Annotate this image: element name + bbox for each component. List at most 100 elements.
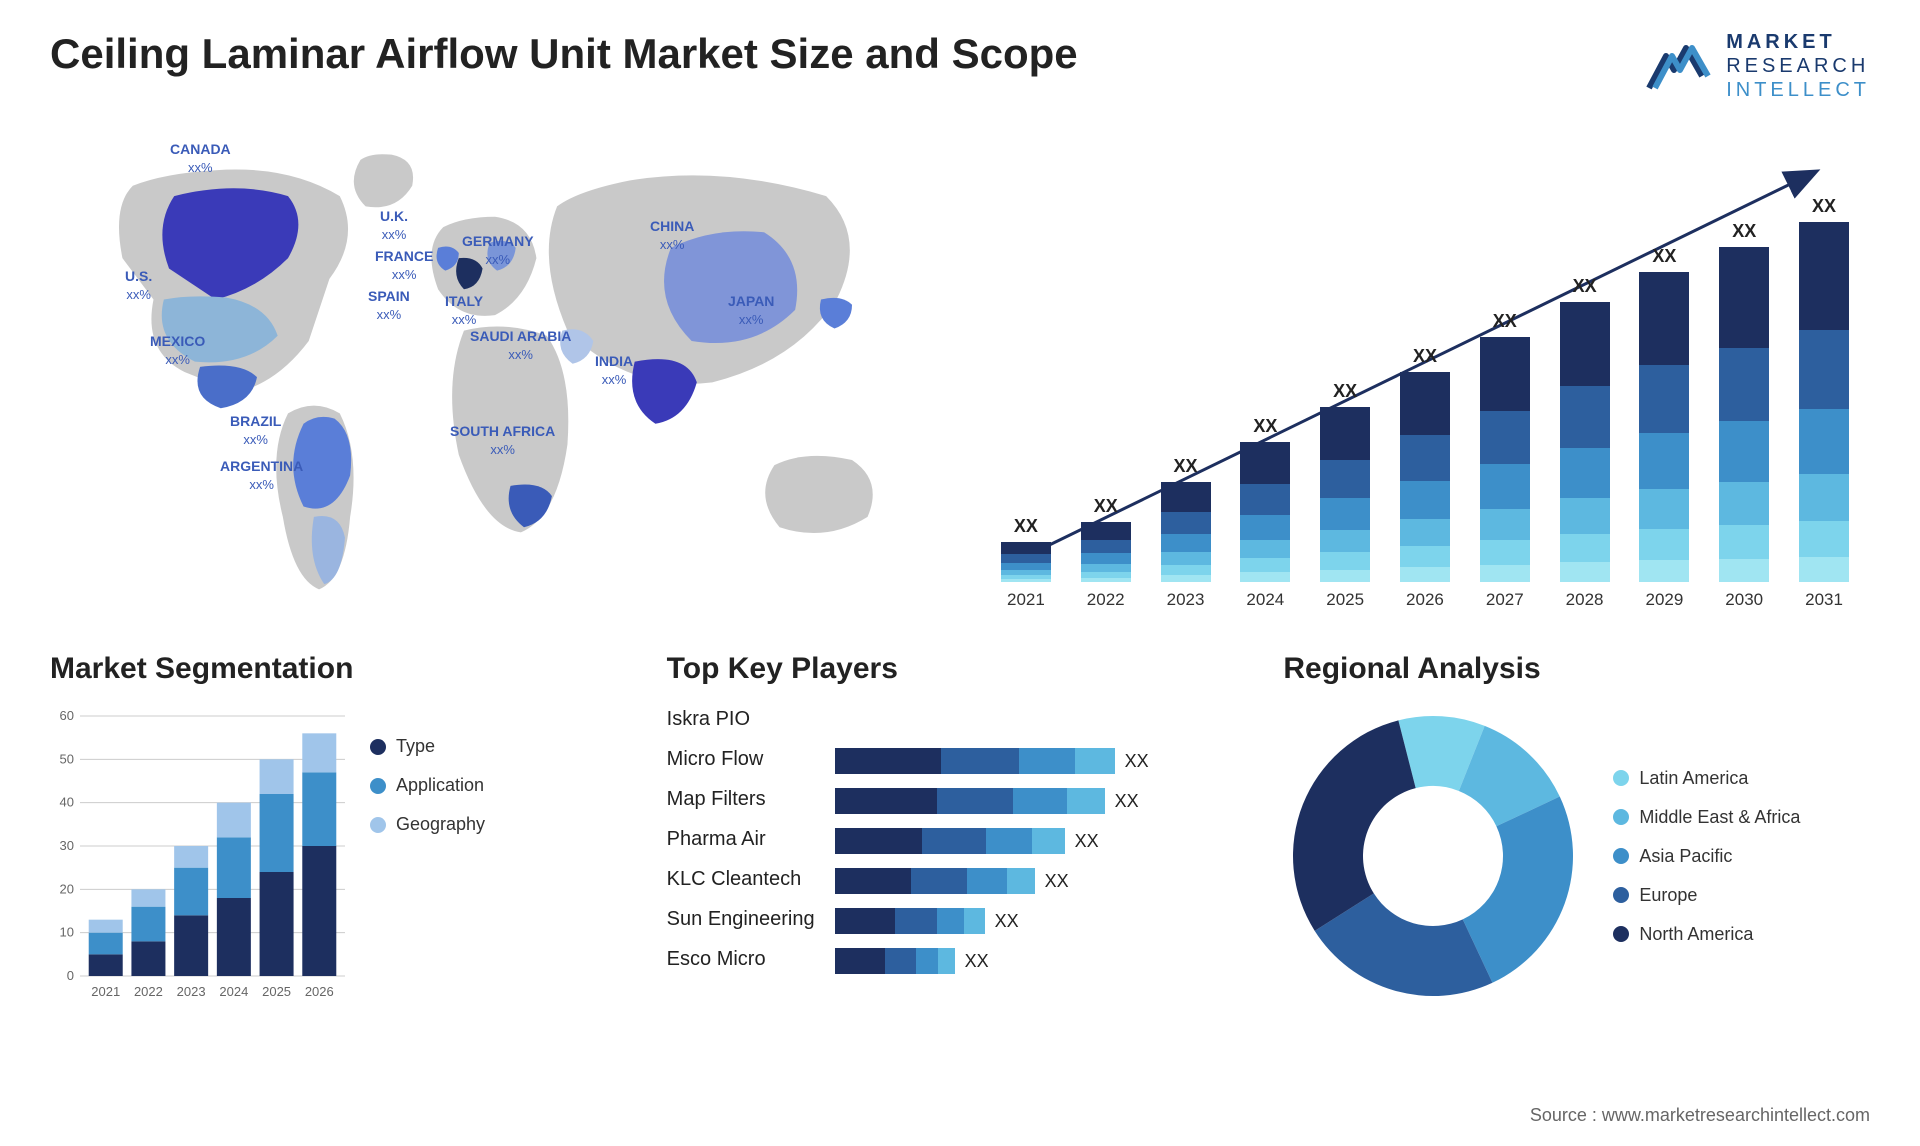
segmentation-chart: 0102030405060202120222023202420252026 [50, 706, 350, 1006]
regional-title: Regional Analysis [1283, 652, 1870, 686]
player-bar-value: XX [965, 951, 989, 972]
map-label: CHINAxx% [650, 217, 694, 254]
growth-bar-year: 2029 [1645, 590, 1683, 610]
regional-panel: Regional Analysis Latin America Middle Ea… [1283, 652, 1870, 1006]
growth-bar: XX2028 [1560, 302, 1610, 582]
growth-bar-label: XX [1253, 416, 1277, 437]
player-bar-row: XX [835, 908, 1254, 934]
player-name: Micro Flow [667, 746, 815, 772]
segmentation-legend-item: Type [370, 736, 485, 757]
growth-bar: XX2024 [1240, 442, 1290, 582]
page-title: Ceiling Laminar Airflow Unit Market Size… [50, 30, 1078, 78]
regional-legend-item: North America [1613, 924, 1800, 945]
segmentation-title: Market Segmentation [50, 652, 637, 686]
player-bar-value: XX [1125, 751, 1149, 772]
map-label: SAUDI ARABIAxx% [470, 327, 571, 364]
world-map-panel: CANADAxx% U.S.xx% MEXICOxx% BRAZILxx% ARGENT… [50, 132, 940, 612]
svg-text:40: 40 [60, 795, 74, 810]
growth-bar: XX2027 [1480, 337, 1530, 582]
player-bar-value: XX [1115, 791, 1139, 812]
map-label: CANADAxx% [170, 140, 231, 177]
growth-bar-year: 2022 [1087, 590, 1125, 610]
growth-bar-label: XX [1573, 276, 1597, 297]
growth-bar: XX2030 [1719, 247, 1769, 582]
svg-text:2022: 2022 [134, 984, 163, 999]
growth-bar-label: XX [1652, 246, 1676, 267]
growth-bar: XX2031 [1799, 222, 1849, 582]
growth-bar-year: 2030 [1725, 590, 1763, 610]
map-label: FRANCExx% [375, 247, 433, 284]
regional-legend-item: Latin America [1613, 768, 1800, 789]
players-title: Top Key Players [667, 652, 1254, 686]
player-name: Sun Engineering [667, 906, 815, 932]
regional-legend-item: Middle East & Africa [1613, 807, 1800, 828]
logo-line-3: INTELLECT [1726, 78, 1870, 102]
player-name: KLC Cleantech [667, 866, 815, 892]
player-name: Map Filters [667, 786, 815, 812]
growth-bar-label: XX [1812, 196, 1836, 217]
map-label: SOUTH AFRICAxx% [450, 422, 555, 459]
growth-bar-year: 2024 [1246, 590, 1284, 610]
players-panel: Top Key Players Iskra PIO Micro Flow Map F… [667, 652, 1254, 1006]
map-label: U.K.xx% [380, 207, 408, 244]
regional-legend-item: Asia Pacific [1613, 846, 1800, 867]
svg-text:2026: 2026 [305, 984, 334, 999]
map-label: BRAZILxx% [230, 412, 281, 449]
growth-bar: XX2021 [1001, 542, 1051, 582]
regional-legend: Latin America Middle East & Africa Asia Pa… [1613, 768, 1800, 945]
growth-bar: XX2023 [1161, 482, 1211, 582]
player-bar-row: XX [835, 748, 1254, 774]
growth-bar-year: 2027 [1486, 590, 1524, 610]
map-label: INDIAxx% [595, 352, 633, 389]
segmentation-legend-item: Application [370, 775, 485, 796]
brand-logo: MARKET RESEARCH INTELLECT [1644, 30, 1870, 102]
svg-text:2023: 2023 [177, 984, 206, 999]
growth-chart-panel: XX2021XX2022XX2023XX2024XX2025XX2026XX20… [980, 132, 1870, 612]
svg-text:10: 10 [60, 925, 74, 940]
regional-donut [1283, 706, 1583, 1006]
growth-bar-label: XX [1094, 496, 1118, 517]
map-label: MEXICOxx% [150, 332, 205, 369]
svg-text:30: 30 [60, 838, 74, 853]
growth-bar-year: 2028 [1566, 590, 1604, 610]
player-bar-row: XX [835, 828, 1254, 854]
svg-text:20: 20 [60, 881, 74, 896]
logo-line-1: MARKET [1726, 30, 1870, 54]
growth-bar-label: XX [1413, 346, 1437, 367]
logo-line-2: RESEARCH [1726, 54, 1870, 78]
growth-bar: XX2026 [1400, 372, 1450, 582]
player-name: Iskra PIO [667, 706, 815, 732]
growth-bar-year: 2021 [1007, 590, 1045, 610]
segmentation-legend-item: Geography [370, 814, 485, 835]
svg-text:2025: 2025 [262, 984, 291, 999]
world-map-svg [50, 132, 940, 612]
growth-bar-label: XX [1493, 311, 1517, 332]
player-bar-value: XX [1075, 831, 1099, 852]
growth-bar-year: 2026 [1406, 590, 1444, 610]
regional-legend-item: Europe [1613, 885, 1800, 906]
map-label: GERMANYxx% [462, 232, 534, 269]
player-bar-row: XX [835, 788, 1254, 814]
source-text: Source : www.marketresearchintellect.com [1530, 1105, 1870, 1126]
growth-bar: XX2022 [1081, 522, 1131, 582]
growth-bar-label: XX [1732, 221, 1756, 242]
growth-bar-label: XX [1333, 381, 1357, 402]
player-bar-row: XX [835, 868, 1254, 894]
map-label: SPAINxx% [368, 287, 410, 324]
growth-bar-year: 2023 [1167, 590, 1205, 610]
growth-bar: XX2029 [1639, 272, 1689, 582]
svg-text:60: 60 [60, 708, 74, 723]
svg-text:0: 0 [67, 968, 74, 983]
segmentation-panel: Market Segmentation 01020304050602021202… [50, 652, 637, 1006]
svg-text:2024: 2024 [219, 984, 248, 999]
growth-bar-label: XX [1014, 516, 1038, 537]
map-label: ARGENTINAxx% [220, 457, 303, 494]
player-bar-value: XX [1045, 871, 1069, 892]
growth-bar-year: 2031 [1805, 590, 1843, 610]
growth-bar-label: XX [1174, 456, 1198, 477]
map-label: U.S.xx% [125, 267, 152, 304]
growth-bar: XX2025 [1320, 407, 1370, 582]
player-name: Esco Micro [667, 946, 815, 972]
growth-bar-year: 2025 [1326, 590, 1364, 610]
segmentation-legend: Type Application Geography [370, 706, 485, 1006]
